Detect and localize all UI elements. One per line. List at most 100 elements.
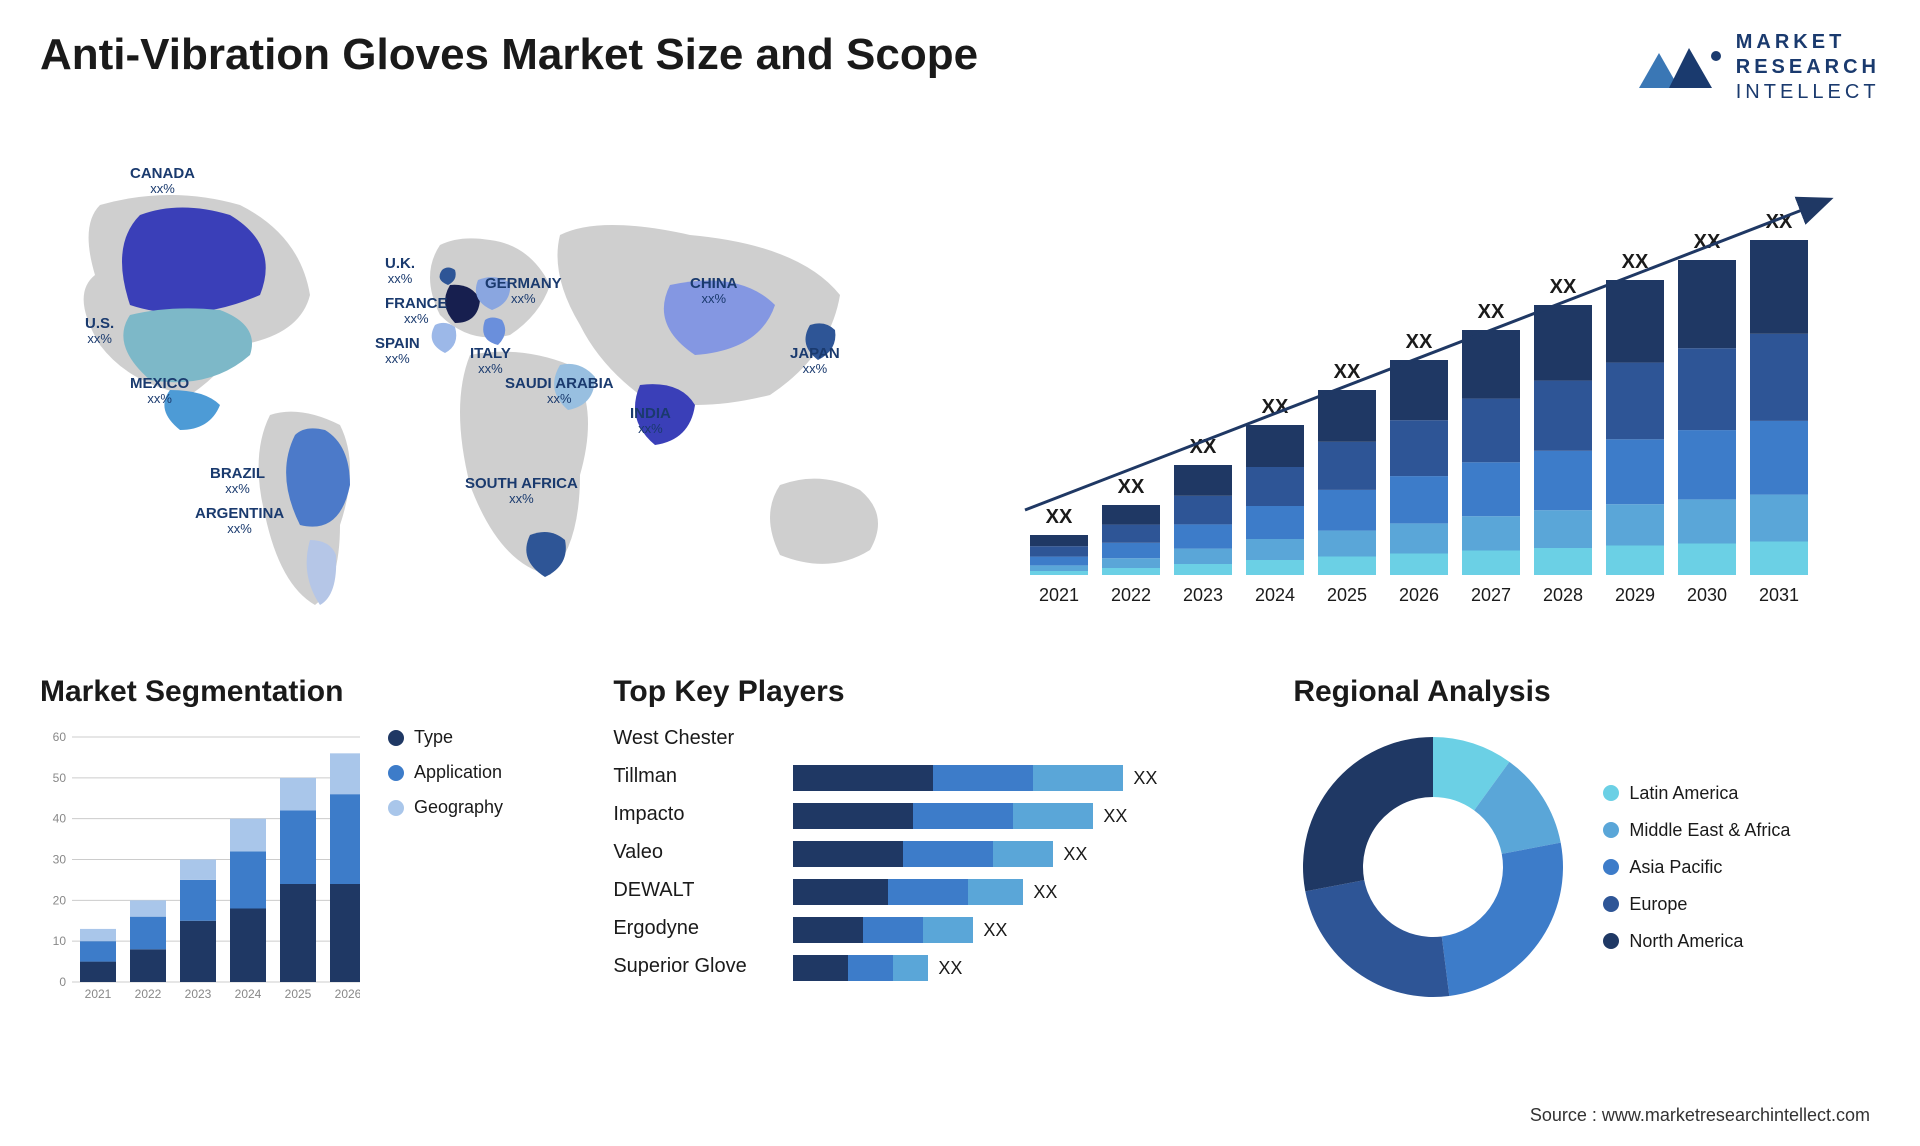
map-label-italy: ITALYxx% — [470, 345, 511, 377]
map-label-brazil: BRAZILxx% — [210, 465, 265, 497]
player-value: XX — [1033, 882, 1057, 903]
growth-bar-seg — [1030, 557, 1088, 566]
seg-legend-label: Type — [414, 727, 453, 748]
seg-bar-seg — [280, 811, 316, 885]
seg-year-label: 2024 — [235, 987, 262, 1001]
map-label-spain: SPAINxx% — [375, 335, 420, 367]
player-row: XX — [793, 879, 1253, 905]
growth-year-label: 2028 — [1543, 585, 1583, 605]
player-bar-seg — [923, 917, 973, 943]
growth-year-label: 2024 — [1255, 585, 1295, 605]
regional-legend-item: Latin America — [1603, 783, 1790, 804]
legend-dot-icon — [388, 730, 404, 746]
growth-bar-seg — [1678, 544, 1736, 576]
player-bar-seg — [848, 955, 893, 981]
player-value: XX — [1103, 806, 1127, 827]
growth-bar-seg — [1390, 554, 1448, 576]
seg-bar-seg — [80, 962, 116, 982]
world-map-panel: CANADAxx%U.S.xx%MEXICOxx%BRAZILxx%ARGENT… — [40, 145, 940, 625]
regional-title: Regional Analysis — [1293, 675, 1880, 709]
player-name: Tillman — [613, 765, 783, 791]
growth-bar-seg — [1318, 490, 1376, 531]
growth-bar-seg — [1750, 495, 1808, 542]
growth-bar-seg — [1318, 531, 1376, 557]
player-bar-seg — [793, 765, 933, 791]
seg-bar-seg — [180, 921, 216, 982]
regional-legend-item: Europe — [1603, 894, 1790, 915]
growth-bar-seg — [1678, 260, 1736, 348]
player-bar-seg — [793, 841, 903, 867]
player-value: XX — [1063, 844, 1087, 865]
logo-mark-icon — [1634, 38, 1724, 98]
growth-bar-seg — [1534, 381, 1592, 451]
player-value: XX — [938, 958, 962, 979]
seg-y-tick: 30 — [53, 853, 67, 867]
seg-y-tick: 10 — [53, 934, 67, 948]
player-bar-seg — [1013, 803, 1093, 829]
growth-bar-seg — [1318, 390, 1376, 442]
seg-legend-label: Geography — [414, 797, 503, 818]
growth-bar-seg — [1750, 240, 1808, 334]
growth-bar-seg — [1462, 462, 1520, 516]
player-row: XX — [793, 765, 1253, 791]
growth-chart: XX2021XX2022XX2023XX2024XX2025XX2026XX20… — [1000, 145, 1880, 625]
regional-donut — [1293, 727, 1573, 1007]
growth-bar-seg — [1102, 568, 1160, 575]
player-value: XX — [1133, 768, 1157, 789]
growth-bar-seg — [1246, 425, 1304, 467]
growth-year-label: 2026 — [1399, 585, 1439, 605]
seg-year-label: 2023 — [185, 987, 212, 1001]
top-row: CANADAxx%U.S.xx%MEXICOxx%BRAZILxx%ARGENT… — [40, 145, 1880, 625]
map-label-germany: GERMANYxx% — [485, 275, 562, 307]
growth-bar-seg — [1030, 535, 1088, 546]
growth-year-label: 2031 — [1759, 585, 1799, 605]
legend-dot-icon — [1603, 933, 1619, 949]
regional-legend-item: Middle East & Africa — [1603, 820, 1790, 841]
regional-legend-label: North America — [1629, 931, 1743, 952]
map-label-china: CHINAxx% — [690, 275, 738, 307]
growth-bar-seg — [1318, 557, 1376, 576]
bottom-row: Market Segmentation 01020304050602021202… — [40, 675, 1880, 1007]
seg-y-tick: 20 — [53, 893, 67, 907]
player-row: XX — [793, 841, 1253, 867]
legend-dot-icon — [388, 765, 404, 781]
growth-bar-seg — [1534, 510, 1592, 548]
player-name: Valeo — [613, 841, 783, 867]
regional-legend-item: North America — [1603, 931, 1790, 952]
growth-bar-seg — [1678, 430, 1736, 499]
growth-bar-seg — [1462, 516, 1520, 550]
growth-bar-seg — [1030, 546, 1088, 556]
brand-logo: MARKET RESEARCH INTELLECT — [1634, 30, 1880, 105]
growth-bar-seg — [1534, 305, 1592, 381]
growth-bar-seg — [1678, 348, 1736, 430]
segmentation-panel: Market Segmentation 01020304050602021202… — [40, 675, 573, 1007]
player-name: DEWALT — [613, 879, 783, 905]
seg-bar-seg — [180, 880, 216, 921]
players-names: West ChesterTillmanImpactoValeoDEWALTErg… — [613, 727, 783, 981]
seg-bar-seg — [180, 860, 216, 880]
source-text: Source : www.marketresearchintellect.com — [1530, 1105, 1870, 1126]
player-row: XX — [793, 803, 1253, 829]
regional-legend-label: Middle East & Africa — [1629, 820, 1790, 841]
player-bar-seg — [793, 917, 863, 943]
legend-dot-icon — [1603, 785, 1619, 801]
player-bar-seg — [968, 879, 1023, 905]
player-bar-seg — [888, 879, 968, 905]
regional-legend: Latin AmericaMiddle East & AfricaAsia Pa… — [1603, 783, 1790, 952]
growth-bar-label: XX — [1118, 476, 1145, 498]
growth-bar-label: XX — [1478, 301, 1505, 323]
player-name: West Chester — [613, 727, 783, 753]
player-bar-seg — [993, 841, 1053, 867]
growth-bar-seg — [1390, 420, 1448, 476]
growth-bar-label: XX — [1334, 361, 1361, 383]
legend-dot-icon — [1603, 896, 1619, 912]
player-bar — [793, 841, 1053, 867]
map-label-u-s-: U.S.xx% — [85, 315, 114, 347]
logo-text: MARKET RESEARCH INTELLECT — [1736, 30, 1880, 105]
growth-bar-seg — [1030, 571, 1088, 575]
player-name: Ergodyne — [613, 917, 783, 943]
player-bar-seg — [1033, 765, 1123, 791]
growth-chart-svg: XX2021XX2022XX2023XX2024XX2025XX2026XX20… — [1000, 145, 1860, 625]
player-bar-seg — [913, 803, 1013, 829]
player-bar-seg — [793, 879, 888, 905]
